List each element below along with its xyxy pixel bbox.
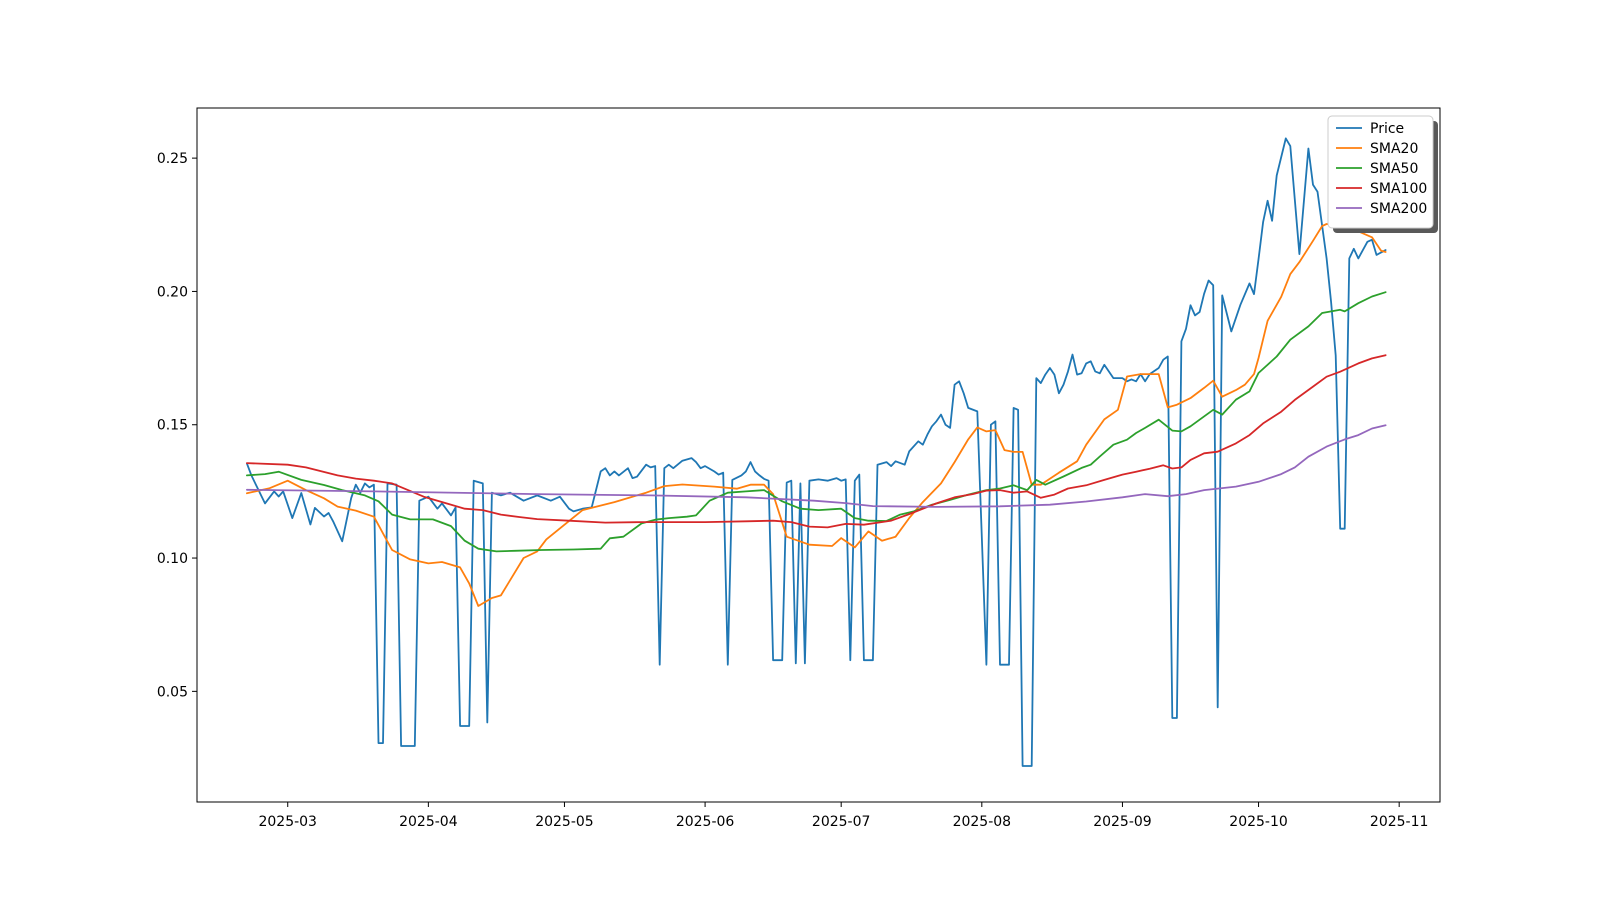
legend-label-sma100: SMA100: [1370, 181, 1427, 197]
series-line-sma100: [245, 354, 1387, 529]
x-tick-label: 2025-11: [1370, 814, 1429, 830]
y-tick-label: 0.05: [157, 684, 188, 700]
legend-label-sma50: SMA50: [1370, 161, 1418, 177]
legend-box: [1327, 115, 1434, 229]
y-tick-label: 0.15: [157, 418, 188, 434]
x-tick-label: 2025-06: [676, 814, 735, 830]
series-lines: [245, 137, 1387, 767]
x-tick-label: 2025-03: [258, 814, 317, 830]
x-tick-label: 2025-09: [1093, 814, 1152, 830]
series-line-sma50: [245, 291, 1387, 553]
legend-label-sma200: SMA200: [1370, 201, 1427, 217]
x-tick-label: 2025-07: [812, 814, 871, 830]
legend-label-sma20: SMA20: [1370, 141, 1418, 157]
x-tick-label: 2025-04: [399, 814, 458, 830]
plot-border: [196, 107, 1441, 803]
y-tick-label: 0.10: [157, 551, 188, 567]
legend: Price SMA20 SMA50 SMA100 SMA200: [1327, 115, 1438, 233]
series-line-sma20: [245, 223, 1387, 607]
x-tick-label: 2025-05: [535, 814, 594, 830]
series-line-price: [245, 137, 1387, 767]
y-tick-label: 0.25: [157, 151, 188, 167]
x-axis: 2025-03 2025-04 2025-05 2025-06 2025-07 2025-…: [258, 802, 1428, 830]
x-tick-label: 2025-10: [1229, 814, 1288, 830]
series-line-sma200: [245, 424, 1387, 508]
x-tick-label: 2025-08: [953, 814, 1012, 830]
legend-label-price: Price: [1370, 121, 1404, 137]
y-tick-label: 0.20: [157, 284, 188, 300]
y-axis: 0.05 0.10 0.15 0.20 0.25: [157, 151, 197, 700]
